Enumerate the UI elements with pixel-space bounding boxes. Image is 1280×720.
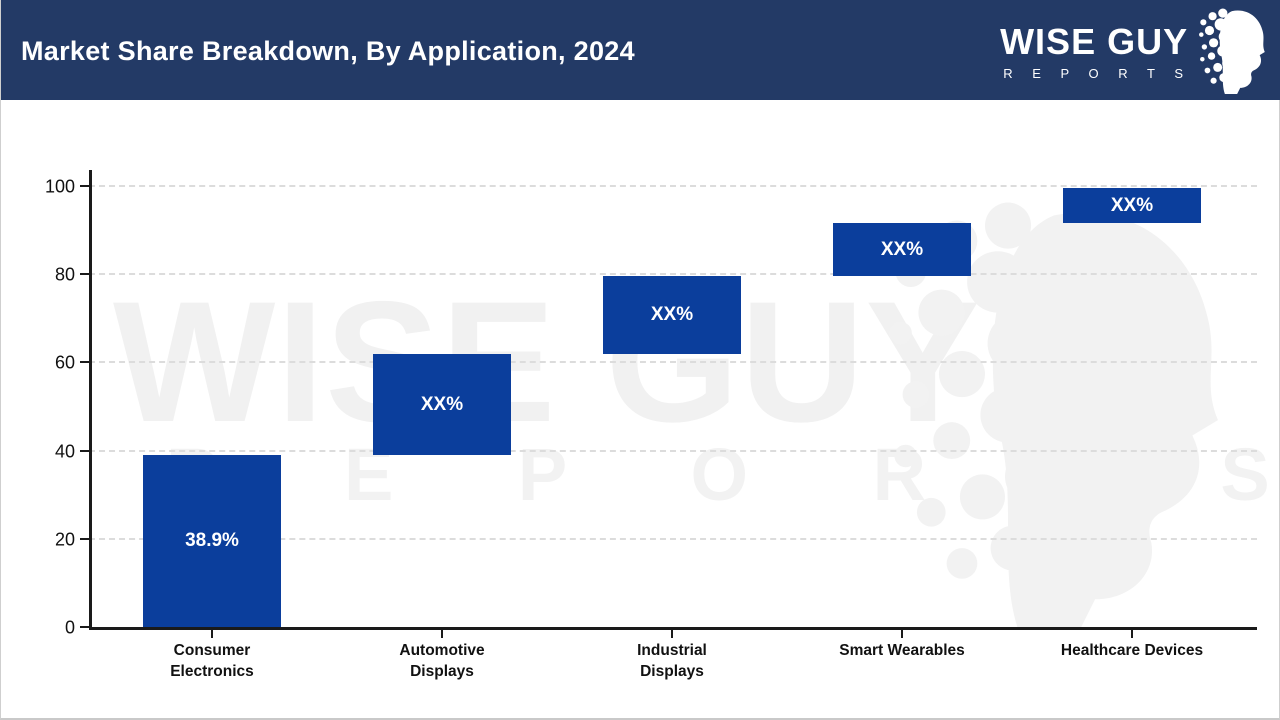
x-tick-mark xyxy=(211,629,213,638)
category-label-line: Smart Wearables xyxy=(839,642,965,659)
x-axis-line xyxy=(89,627,1257,630)
head-profile-icon xyxy=(1199,8,1265,94)
category-label-line: Automotive xyxy=(399,642,485,659)
y-tick-label: 40 xyxy=(54,441,75,462)
bar-smart-wearables: XX% xyxy=(833,223,971,277)
category-label: Healthcare Devices xyxy=(1012,640,1252,661)
logo-wordmark: WISE GUY xyxy=(1000,21,1189,62)
y-tick-label: 80 xyxy=(54,264,75,285)
logo-text: WISE GUY R E P O R T S xyxy=(997,21,1191,82)
gridline-60 xyxy=(89,361,1257,364)
y-tick-mark xyxy=(80,185,89,187)
header-bar: Market Share Breakdown, By Application, … xyxy=(1,0,1280,100)
y-tick-mark xyxy=(80,626,89,628)
category-label-line: Electronics xyxy=(170,663,254,680)
logo-subtitle: R E P O R T S xyxy=(1003,66,1191,81)
gridline-80 xyxy=(89,273,1257,276)
bar-industrial-displays: XX% xyxy=(603,276,741,354)
gridline-20 xyxy=(89,537,1257,540)
category-label: Smart Wearables xyxy=(782,640,1022,661)
category-label-line: Healthcare Devices xyxy=(1060,642,1204,659)
y-tick-mark xyxy=(80,361,89,364)
category-label-line: Consumer xyxy=(173,642,251,659)
bar-value-label: XX% xyxy=(650,303,694,325)
bar-consumer-electronics: 38.9% xyxy=(143,455,281,627)
x-tick-mark xyxy=(1131,629,1133,638)
gridline-100 xyxy=(89,185,1257,187)
y-tick-mark xyxy=(80,449,89,452)
y-tick-mark xyxy=(80,537,89,540)
category-label: Automotive Displays xyxy=(322,640,562,682)
bar-automotive-displays: XX% xyxy=(373,353,511,456)
y-tick-label: 60 xyxy=(54,352,75,373)
category-label-line: Displays xyxy=(640,663,704,680)
bar-value-label: XX% xyxy=(1110,194,1154,216)
y-tick-label: 20 xyxy=(54,529,75,550)
y-tick-mark xyxy=(80,273,89,276)
page-title: Market Share Breakdown, By Application, … xyxy=(21,36,635,66)
bar-value-label: XX% xyxy=(420,393,464,415)
y-tick-label: 100 xyxy=(44,176,75,197)
bar-value-label: XX% xyxy=(880,238,924,260)
category-label-line: Industrial xyxy=(637,642,707,659)
bar-value-label: 38.9% xyxy=(185,530,239,552)
x-tick-mark xyxy=(671,629,673,638)
y-tick-label: 0 xyxy=(64,617,75,638)
x-tick-mark xyxy=(901,629,903,638)
bar-healthcare-devices: XX% xyxy=(1063,188,1201,224)
category-label: Consumer Electronics xyxy=(92,640,332,682)
wiseguy-logo: WISE GUY R E P O R T S xyxy=(1000,0,1269,100)
x-tick-mark xyxy=(441,629,443,638)
gridline-40 xyxy=(89,449,1257,452)
y-axis-line xyxy=(89,170,92,629)
category-label: Industrial Displays xyxy=(552,640,792,682)
category-label-line: Displays xyxy=(410,663,474,680)
